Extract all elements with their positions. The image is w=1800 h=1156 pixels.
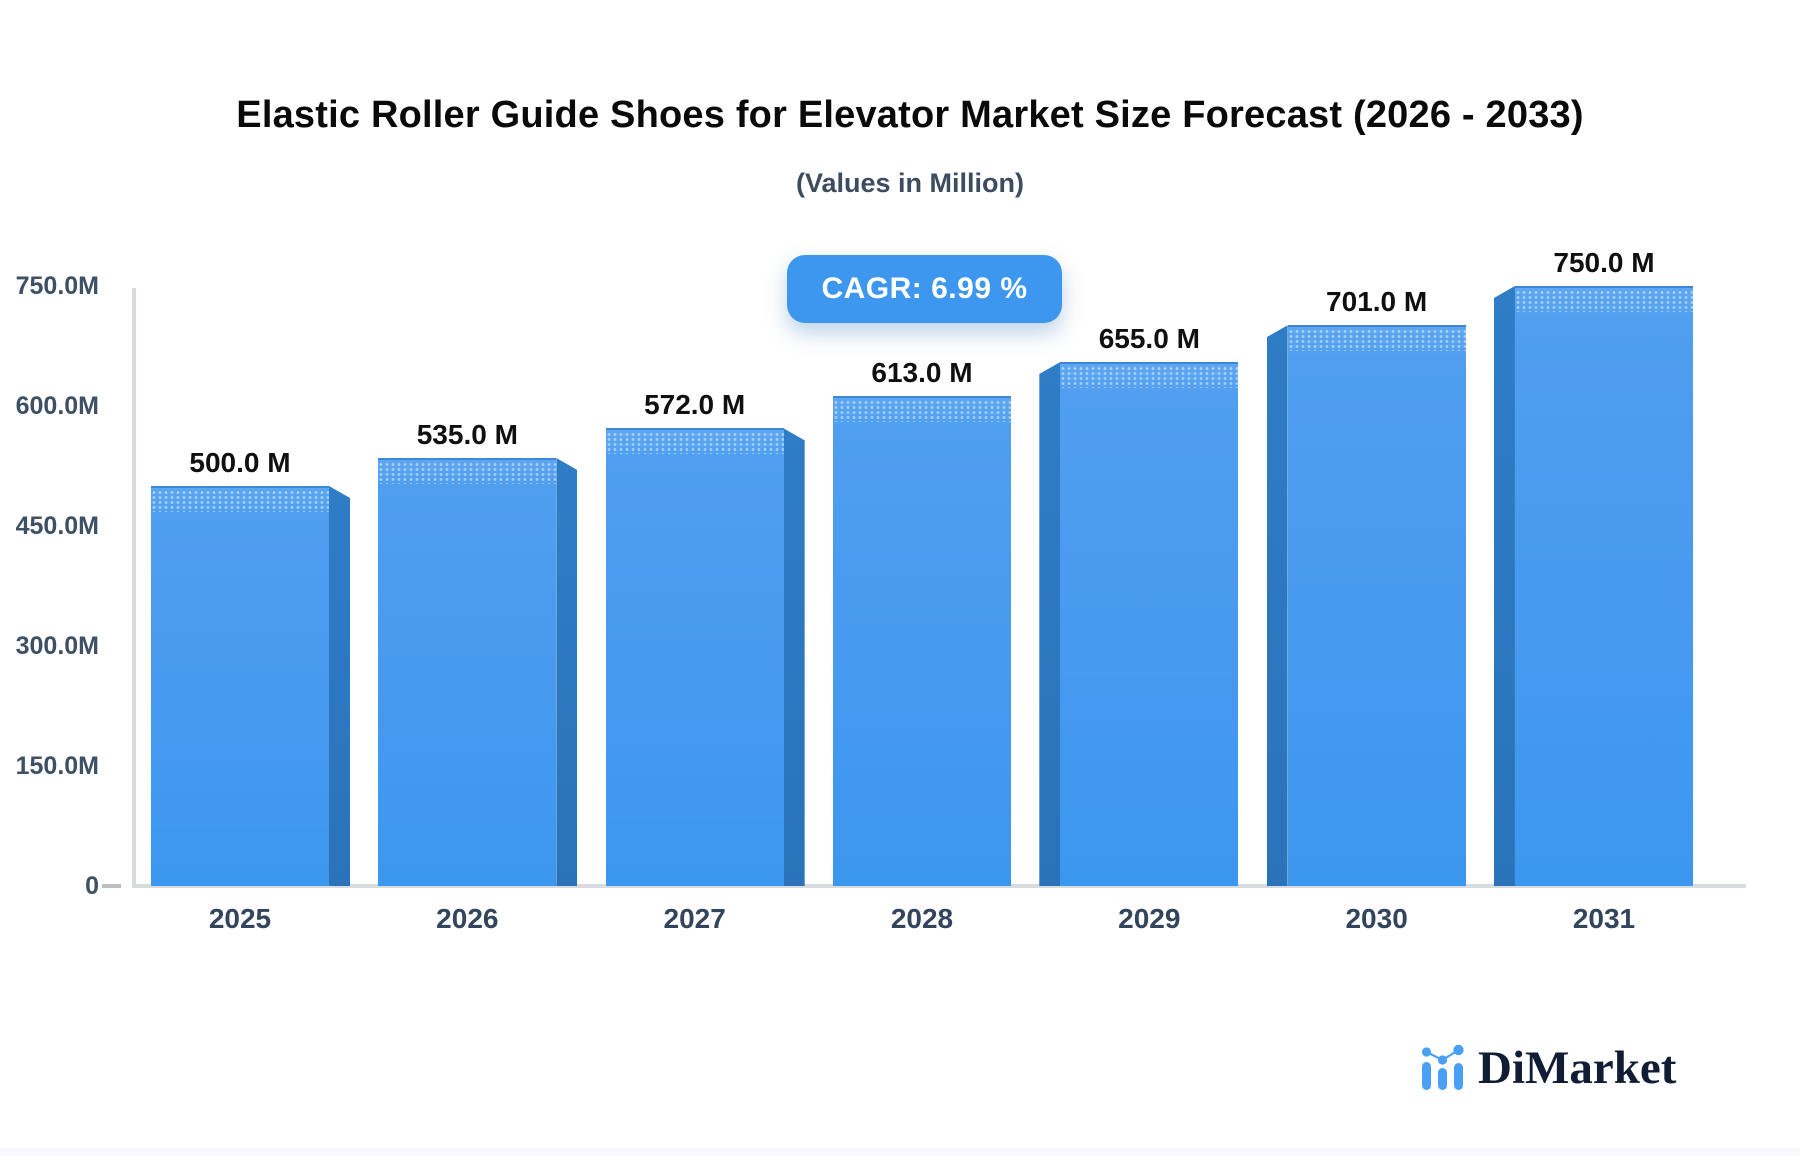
bar-value-label: 535.0 M	[416, 419, 518, 450]
brand-logo-text: DiMarket	[1478, 1042, 1677, 1094]
y-axis-tick-label: 750.0M	[15, 272, 99, 300]
zero-tick-mark	[102, 884, 121, 888]
x-axis-label-2031: 2031	[1572, 903, 1636, 934]
bar-top-highlight	[1514, 290, 1693, 312]
bar-chart-icon	[1421, 1044, 1464, 1090]
bottom-edge-strip	[0, 1148, 1800, 1156]
bar-2031	[1514, 286, 1693, 886]
x-axis-label-2030: 2030	[1345, 903, 1408, 934]
cagr-badge: CAGR: 6.99 %	[787, 255, 1062, 323]
x-axis-line	[132, 884, 1746, 888]
bar-3d-side	[1266, 325, 1288, 886]
x-axis-label-2025: 2025	[208, 903, 272, 934]
bar-2030	[1287, 325, 1466, 886]
bar-top-highlight	[605, 432, 784, 455]
x-axis-label-2029: 2029	[1118, 903, 1181, 934]
y-axis-tick-label: 300.0M	[15, 632, 99, 660]
x-axis-label-2027: 2027	[663, 903, 726, 934]
bar-value-label: 500.0 M	[189, 447, 291, 478]
bar-2025	[151, 486, 329, 886]
y-axis-tick-label: 150.0M	[15, 752, 99, 780]
bar-3d-side	[783, 428, 805, 886]
bar-value-label: 750.0 M	[1553, 247, 1655, 278]
bar-3d-side	[1039, 362, 1061, 886]
bar-value-label: 655.0 M	[1098, 323, 1200, 354]
bar-value-label: 572.0 M	[644, 389, 746, 421]
y-axis-tick-label: 0	[85, 872, 99, 900]
bar-value-label: 613.0 M	[871, 356, 973, 388]
x-axis-label-2026: 2026	[436, 903, 499, 934]
y-axis-tick-label: 600.0M	[15, 392, 99, 420]
bar-2028	[832, 395, 1011, 886]
y-axis-tick-label: 450.0M	[15, 512, 99, 540]
chart-subtitle: (Values in Million)	[795, 168, 1025, 198]
bar-2026	[378, 458, 557, 886]
bar-3d-side	[329, 486, 350, 886]
bar-2027	[605, 428, 784, 886]
bar-top-highlight	[151, 490, 329, 512]
bar-top-highlight	[1060, 366, 1239, 388]
bar-top-highlight	[1287, 329, 1466, 352]
bar-top-highlight	[378, 462, 557, 484]
bar-3d-side	[556, 458, 578, 886]
x-axis-label-2028: 2028	[890, 903, 954, 934]
bar-3d-side	[1493, 286, 1515, 886]
y-axis-line	[132, 288, 136, 888]
bar-value-label: 701.0 M	[1326, 286, 1428, 318]
brand-logo: DiMarket	[1420, 1042, 1676, 1094]
chart-title: Elastic Roller Guide Shoes for Elevator …	[236, 94, 1584, 136]
bar-top-highlight	[832, 399, 1011, 422]
bar-2029	[1060, 362, 1239, 886]
